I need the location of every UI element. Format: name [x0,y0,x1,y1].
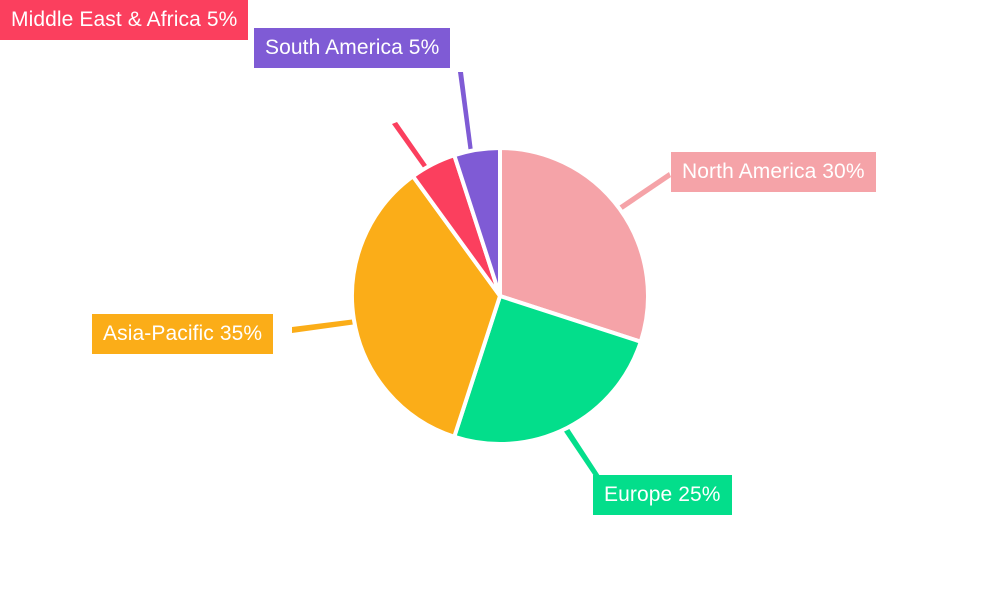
pie-slice-asia-pacific[interactable] [350,174,502,439]
pie-slice-south-america[interactable] [452,146,502,298]
pie-slice-europe[interactable] [452,294,643,446]
leader-line-south-america [458,72,475,168]
pie-slice-north-america[interactable] [498,146,650,344]
leader-line-asia-pacific [292,318,364,333]
pie-label-europe: Europe 25% [593,475,732,515]
pie-label-south-america: South America 5% [254,28,451,68]
pie-label-middle-east-africa: Middle East & Africa 5% [0,0,249,40]
pie-label-asia-pacific: Asia-Pacific 35% [92,314,274,354]
pie-label-north-america: North America 30% [671,152,876,192]
leader-line-europe [563,427,600,476]
pie-slices [350,146,650,446]
